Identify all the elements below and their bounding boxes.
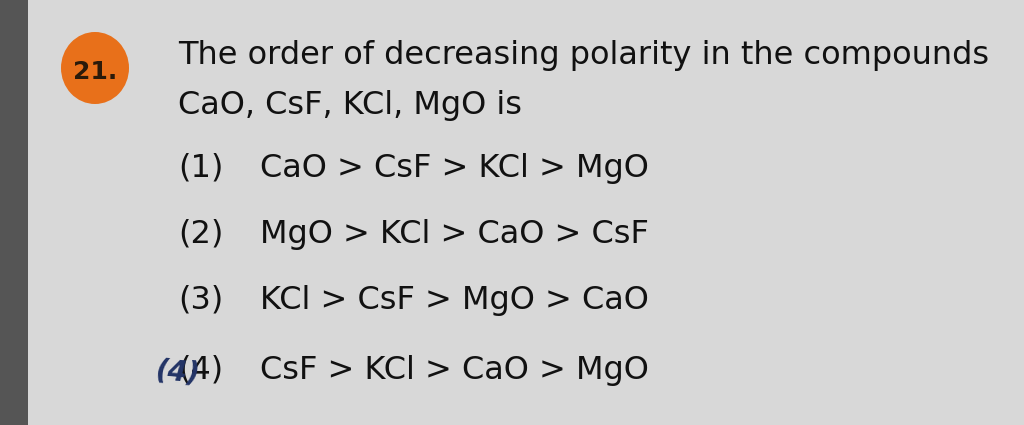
Text: (4): (4) (155, 356, 202, 388)
Text: (4): (4) (178, 354, 223, 385)
Text: The order of decreasing polarity in the compounds: The order of decreasing polarity in the … (178, 40, 989, 71)
Text: CaO, CsF, KCl, MgO is: CaO, CsF, KCl, MgO is (178, 90, 522, 121)
Text: CaO > CsF > KCl > MgO: CaO > CsF > KCl > MgO (260, 153, 649, 184)
Text: 21.: 21. (73, 60, 117, 84)
Text: CsF > KCl > CaO > MgO: CsF > KCl > CaO > MgO (260, 354, 649, 385)
Text: MgO > KCl > CaO > CsF: MgO > KCl > CaO > CsF (260, 218, 649, 249)
Bar (0, 0, 28, 425)
Text: (2): (2) (178, 218, 223, 249)
Text: (1): (1) (178, 153, 223, 184)
Text: (3): (3) (178, 284, 223, 315)
Text: KCl > CsF > MgO > CaO: KCl > CsF > MgO > CaO (260, 284, 649, 315)
Ellipse shape (61, 32, 129, 104)
